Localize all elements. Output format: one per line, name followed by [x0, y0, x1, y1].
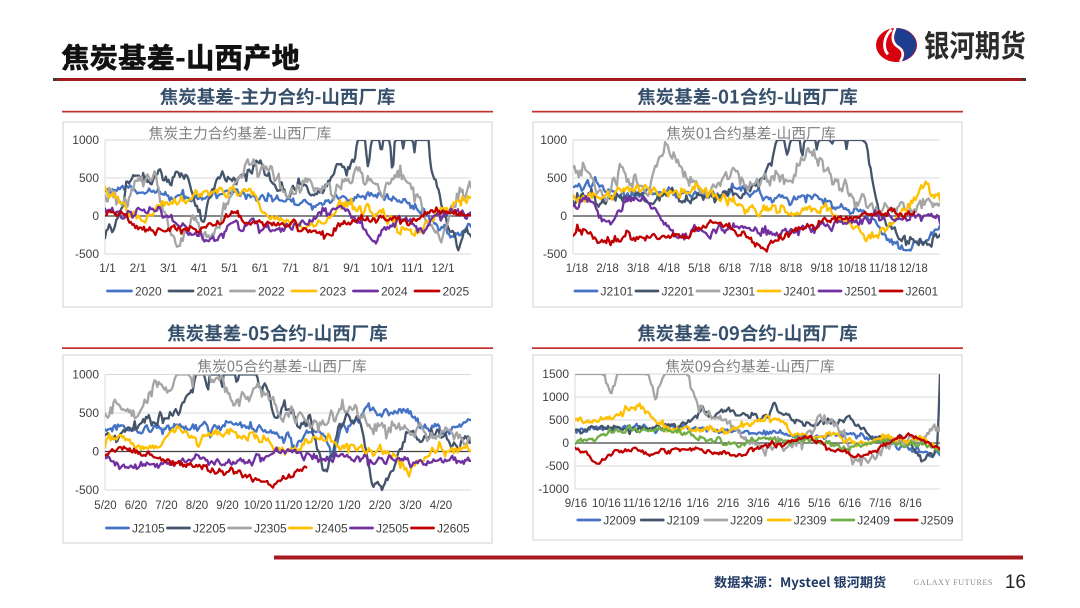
- svg-text:4/16: 4/16: [778, 498, 800, 510]
- svg-text:J2105: J2105: [132, 521, 165, 535]
- svg-text:1/1: 1/1: [99, 261, 116, 275]
- svg-text:1500: 1500: [542, 367, 569, 381]
- svg-text:10/20: 10/20: [244, 500, 273, 512]
- svg-text:0: 0: [92, 209, 99, 223]
- svg-text:500: 500: [79, 406, 99, 420]
- svg-text:-500: -500: [543, 247, 567, 261]
- svg-text:9/18: 9/18: [811, 263, 833, 275]
- svg-text:8/16: 8/16: [899, 498, 921, 510]
- svg-text:J2209: J2209: [730, 513, 763, 527]
- svg-text:2023: 2023: [320, 284, 347, 298]
- svg-text:12/1: 12/1: [431, 261, 455, 275]
- svg-text:500: 500: [79, 171, 99, 185]
- svg-text:500: 500: [549, 413, 569, 427]
- svg-text:J2409: J2409: [857, 513, 890, 527]
- svg-text:5/18: 5/18: [688, 263, 710, 275]
- svg-text:2024: 2024: [381, 284, 408, 298]
- svg-text:12/18: 12/18: [899, 263, 928, 275]
- svg-text:7/16: 7/16: [869, 498, 891, 510]
- svg-text:3/20: 3/20: [399, 500, 421, 512]
- svg-text:3/18: 3/18: [627, 263, 649, 275]
- svg-text:7/20: 7/20: [155, 500, 177, 512]
- svg-text:5/1: 5/1: [221, 261, 238, 275]
- svg-text:2020: 2020: [135, 284, 162, 298]
- svg-text:1000: 1000: [72, 133, 99, 147]
- svg-text:J2401: J2401: [784, 284, 817, 298]
- svg-text:-500: -500: [75, 483, 99, 497]
- svg-text:2/20: 2/20: [369, 500, 391, 512]
- svg-text:-500: -500: [545, 459, 569, 473]
- svg-text:0: 0: [562, 436, 569, 450]
- svg-text:6/1: 6/1: [252, 261, 269, 275]
- svg-text:J2109: J2109: [667, 513, 700, 527]
- svg-text:2021: 2021: [197, 284, 224, 298]
- svg-text:9/16: 9/16: [565, 498, 587, 510]
- svg-text:11/18: 11/18: [869, 263, 897, 275]
- svg-text:-1000: -1000: [538, 482, 569, 496]
- svg-text:4/18: 4/18: [658, 263, 680, 275]
- svg-text:J2405: J2405: [315, 521, 348, 535]
- svg-text:7/18: 7/18: [749, 263, 771, 275]
- svg-text:2025: 2025: [443, 284, 470, 298]
- svg-text:6/20: 6/20: [125, 500, 147, 512]
- svg-text:10/18: 10/18: [838, 263, 867, 275]
- svg-text:2/18: 2/18: [596, 263, 618, 275]
- svg-text:3/16: 3/16: [747, 498, 769, 510]
- svg-text:10/1: 10/1: [370, 261, 394, 275]
- svg-text:J2205: J2205: [193, 521, 226, 535]
- svg-text:2/1: 2/1: [130, 261, 147, 275]
- svg-text:4/1: 4/1: [191, 261, 208, 275]
- svg-text:J2101: J2101: [601, 284, 634, 298]
- svg-text:-500: -500: [75, 247, 99, 261]
- svg-text:11/1: 11/1: [401, 261, 424, 275]
- svg-text:8/20: 8/20: [186, 500, 208, 512]
- svg-text:3/1: 3/1: [160, 261, 177, 275]
- svg-text:11/20: 11/20: [275, 500, 303, 512]
- svg-text:0: 0: [92, 445, 99, 459]
- svg-text:J2309: J2309: [794, 513, 827, 527]
- svg-text:J2601: J2601: [906, 284, 939, 298]
- svg-text:1000: 1000: [542, 390, 569, 404]
- svg-text:J2605: J2605: [437, 521, 470, 535]
- svg-text:2/16: 2/16: [717, 498, 739, 510]
- svg-text:6/16: 6/16: [839, 498, 861, 510]
- svg-text:4/20: 4/20: [430, 500, 452, 512]
- svg-text:5/16: 5/16: [808, 498, 830, 510]
- svg-text:10/16: 10/16: [592, 498, 621, 510]
- svg-text:9/1: 9/1: [343, 261, 360, 275]
- svg-text:6/18: 6/18: [719, 263, 741, 275]
- svg-text:2022: 2022: [258, 284, 285, 298]
- svg-text:1/16: 1/16: [687, 498, 709, 510]
- svg-text:1/20: 1/20: [338, 500, 360, 512]
- svg-text:J2505: J2505: [376, 521, 409, 535]
- svg-text:16: 16: [1005, 572, 1026, 593]
- svg-text:GALAXY FUTURES: GALAXY FUTURES: [914, 578, 993, 587]
- svg-text:9/20: 9/20: [216, 500, 238, 512]
- svg-text:8/1: 8/1: [313, 261, 330, 275]
- svg-text:J2201: J2201: [662, 284, 695, 298]
- svg-text:5/20: 5/20: [94, 500, 116, 512]
- svg-text:J2305: J2305: [254, 521, 287, 535]
- svg-text:J2501: J2501: [845, 284, 878, 298]
- svg-text:1000: 1000: [72, 368, 99, 382]
- svg-text:J2509: J2509: [921, 513, 954, 527]
- svg-text:J2009: J2009: [603, 513, 636, 527]
- svg-text:11/16: 11/16: [623, 498, 651, 510]
- svg-text:7/1: 7/1: [282, 261, 299, 275]
- svg-text:1000: 1000: [540, 133, 567, 147]
- svg-text:1/18: 1/18: [566, 263, 588, 275]
- svg-text:8/18: 8/18: [780, 263, 802, 275]
- svg-text:12/16: 12/16: [653, 498, 682, 510]
- svg-text:12/20: 12/20: [305, 500, 334, 512]
- svg-text:J2301: J2301: [723, 284, 756, 298]
- svg-text:0: 0: [560, 209, 567, 223]
- svg-text:500: 500: [547, 171, 567, 185]
